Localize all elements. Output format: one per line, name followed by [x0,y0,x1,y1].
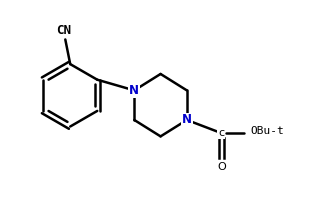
Text: CN: CN [56,24,71,37]
Text: c: c [218,128,224,138]
Text: N: N [182,114,192,126]
Text: O: O [217,162,226,172]
Text: OBu-t: OBu-t [251,126,284,137]
Text: N: N [129,84,139,97]
